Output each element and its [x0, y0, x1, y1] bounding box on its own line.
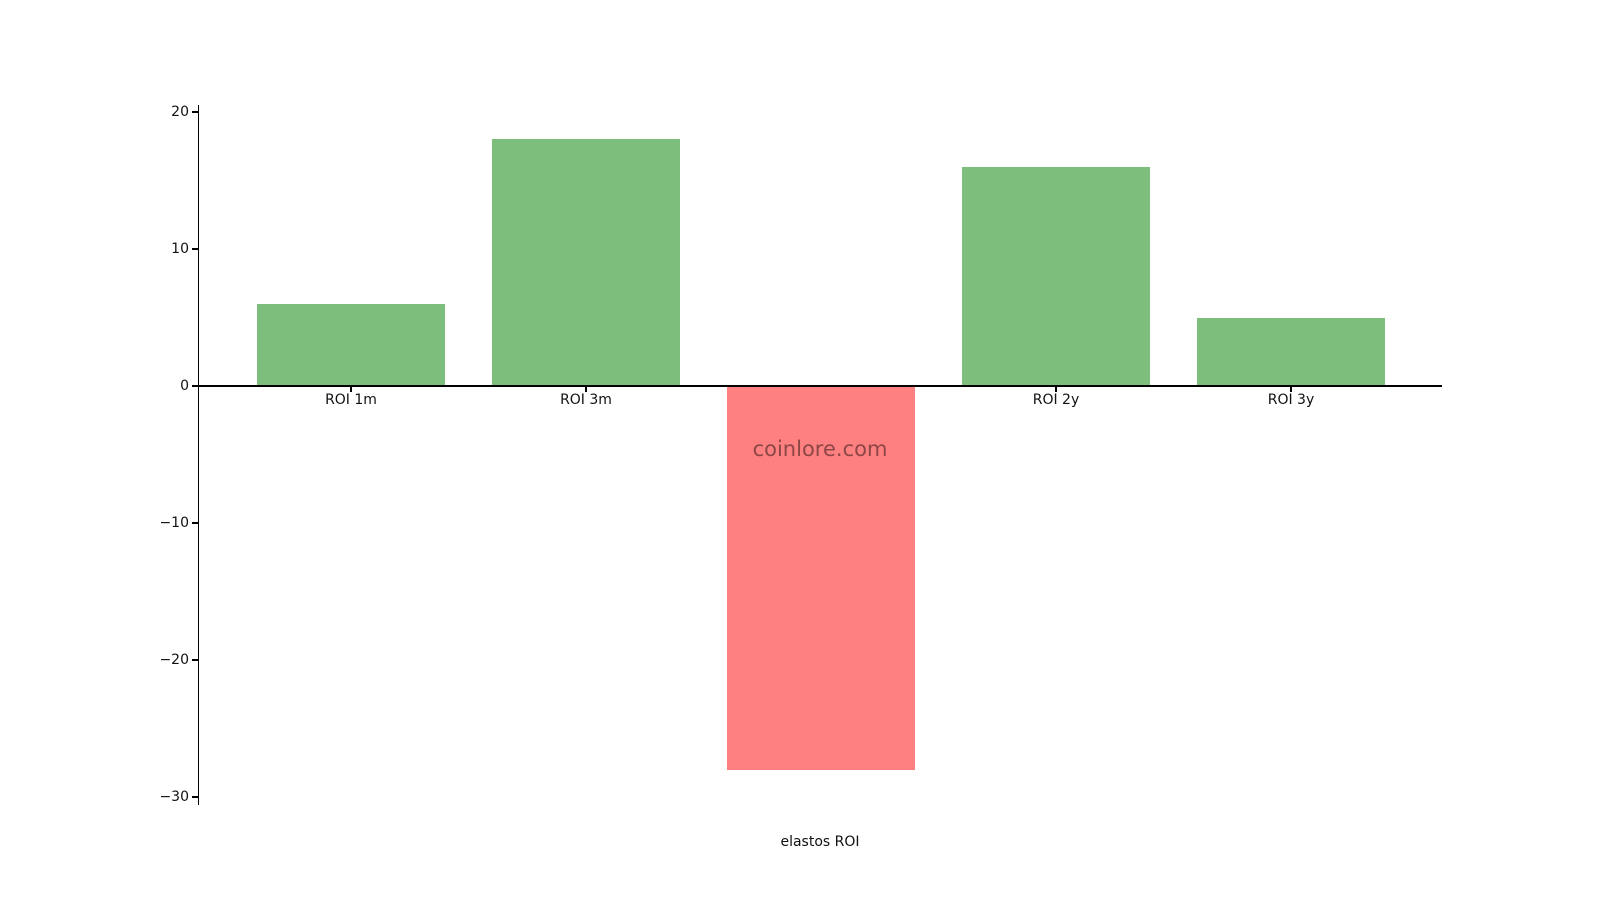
bar-roi-2y [962, 166, 1150, 386]
bar-hidden-category [727, 386, 915, 770]
y-tick-label: 0 [180, 378, 189, 394]
y-tick-mark [191, 111, 198, 113]
y-tick-mark [191, 248, 198, 250]
bar-roi-3m [492, 139, 680, 386]
x-tick-mark [1055, 386, 1057, 392]
x-tick-label: ROI 3y [1267, 392, 1315, 408]
x-axis-zero-line [199, 385, 1442, 387]
y-tick-mark [191, 522, 198, 524]
y-tick-mark [191, 385, 198, 387]
y-tick-mark [191, 796, 198, 798]
y-axis-spine [197, 105, 199, 806]
y-tick-label: 20 [171, 104, 189, 120]
y-tick-mark [191, 659, 198, 661]
y-tick-label: 10 [171, 241, 189, 257]
y-tick-label: −10 [159, 515, 189, 531]
x-tick-mark [350, 386, 352, 392]
x-tick-label: ROI 1m [325, 392, 377, 408]
x-axis-title: elastos ROI [780, 834, 860, 850]
x-tick-mark [585, 386, 587, 392]
y-tick-label: −30 [159, 789, 189, 805]
watermark-text: coinlore.com [752, 437, 888, 461]
x-tick-label: ROI 3m [560, 392, 612, 408]
bar-roi-3y [1197, 317, 1385, 386]
y-tick-label: −20 [159, 652, 189, 668]
bar-roi-1m [257, 303, 445, 386]
x-tick-mark [1290, 386, 1292, 392]
x-tick-label: ROI 2y [1032, 392, 1080, 408]
